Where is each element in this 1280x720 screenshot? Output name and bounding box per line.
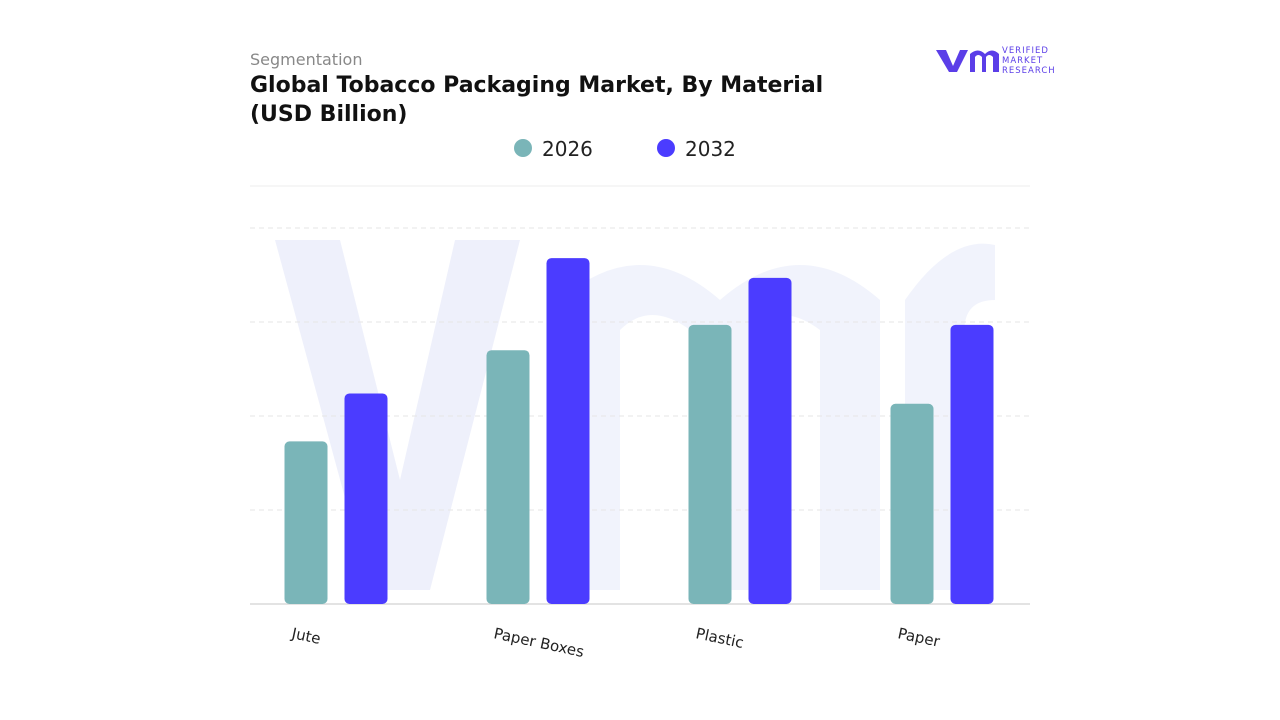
x-tick-label: Jute bbox=[289, 624, 322, 648]
x-tick-label: Paper bbox=[896, 624, 942, 651]
bar bbox=[344, 393, 388, 604]
x-tick-label: Paper Boxes bbox=[492, 624, 586, 661]
bar bbox=[890, 403, 934, 604]
logo-text: VERIFIED bbox=[1002, 46, 1049, 56]
bar bbox=[486, 350, 530, 604]
legend-label: 2026 bbox=[542, 137, 593, 161]
legend-swatch bbox=[657, 139, 675, 157]
bar bbox=[284, 441, 328, 604]
chart-subtitle: Segmentation bbox=[250, 50, 362, 69]
bar bbox=[950, 324, 994, 604]
legend-label: 2032 bbox=[685, 137, 736, 161]
logo: VERIFIED MARKET RESEARCH bbox=[936, 46, 1056, 76]
bar bbox=[546, 258, 590, 604]
logo-text: RESEARCH bbox=[1002, 66, 1056, 76]
x-tick-label: Plastic bbox=[694, 624, 745, 652]
bar bbox=[688, 324, 732, 604]
legend-swatch bbox=[514, 139, 532, 157]
logo-text: MARKET bbox=[1002, 56, 1043, 66]
chart-title: Global Tobacco Packaging Market, By Mate… bbox=[250, 73, 823, 98]
bar bbox=[748, 277, 792, 604]
chart-title: (USD Billion) bbox=[250, 102, 407, 127]
